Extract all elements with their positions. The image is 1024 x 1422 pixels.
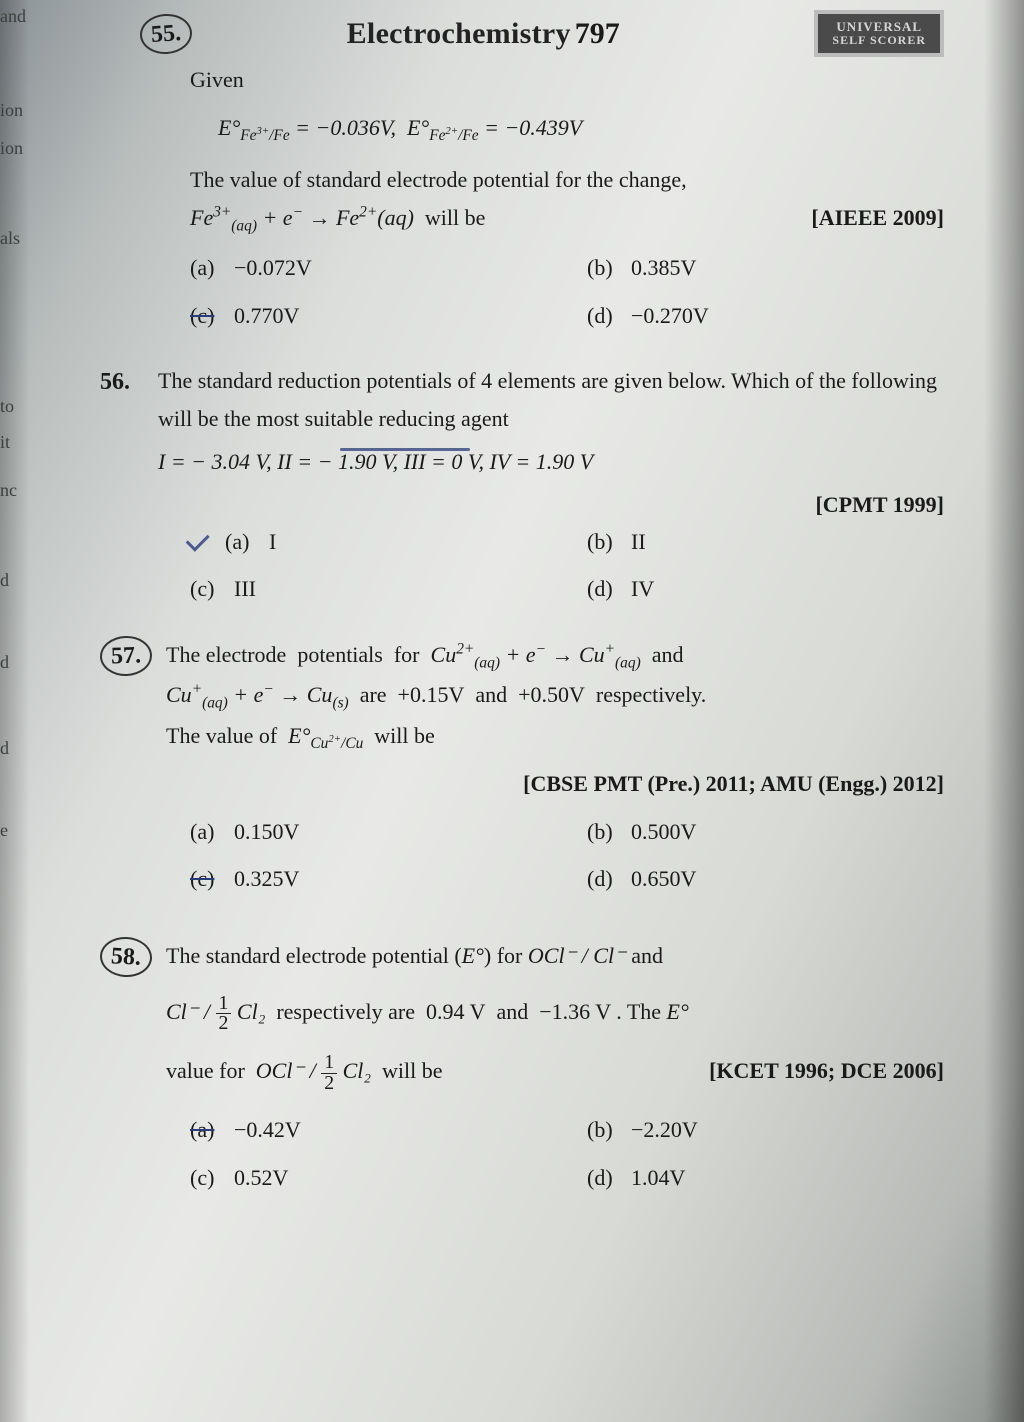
q56-opt-d: (d)IV [587, 570, 944, 607]
q57-stem-a: The electrode potentials for Cu2+(aq) + … [166, 636, 944, 677]
q58-stem-c: value for OCl⁻ / 12 Cl₂ will be [KCET 19… [166, 1052, 944, 1093]
q55-lead: Given [190, 61, 944, 98]
q57-opt-d: (d)0.650V [587, 860, 944, 897]
q57-opt-b: (b)0.500V [587, 813, 944, 850]
pen-underline [340, 448, 470, 451]
q58-opt-a: (a)−0.42V [190, 1111, 547, 1148]
margin-word: als [0, 228, 20, 249]
q57-options: (a)0.150V (b)0.500V (c)0.325V (d)0.650V [190, 813, 944, 898]
q58-stem-b: Cl⁻ / 12 Cl₂ respectively are 0.94 V and… [166, 993, 944, 1034]
q57-number: 57. [99, 635, 152, 677]
q55-stem-a: The value of standard electrode potentia… [190, 161, 944, 198]
q55-opt-d: (d)−0.270V [587, 297, 944, 334]
q56-opt-a: (a)I [190, 523, 547, 560]
q56-stem: The standard reduction potentials of 4 e… [158, 368, 937, 430]
margin-word: e [0, 820, 8, 841]
question-56: 56. The standard reduction potentials of… [190, 362, 944, 607]
q57-opt-c: (c)0.325V [190, 860, 547, 897]
q58-opt-b: (b)−2.20V [587, 1111, 944, 1148]
q56-opt-b: (b)II [587, 523, 944, 560]
series-badge: UNIVERSAL SELF SCORER [814, 10, 944, 57]
margin-word: d [0, 738, 9, 759]
page-number: 797 [575, 17, 620, 50]
margin-word: to [0, 396, 14, 417]
q55-opt-a: (a)−0.072V [190, 249, 547, 286]
q55-source-tag: [AIEEE 2009] [811, 199, 944, 236]
q58-number: 58. [99, 936, 153, 979]
page-body: 55. Electrochemistry 797 UNIVERSAL SELF … [40, 0, 1004, 1422]
q55-equation: E°Fe3+/Fe = −0.036V, E°Fe2+/Fe = −0.439V [218, 109, 944, 150]
q56-opt-c: (c)III [190, 570, 547, 607]
q57-stem-c: The value of E°Cu2+/Cu will be [166, 717, 944, 758]
q56-options: (a)I (b)II (c)III (d)IV [190, 523, 944, 608]
q55-opt-b: (b)0.385V [587, 249, 944, 286]
badge-line1: UNIVERSAL [832, 20, 926, 34]
q56-number: 56. [100, 362, 144, 403]
q57-opt-a: (a)0.150V [190, 813, 547, 850]
q56-source-tag: [CPMT 1999] [815, 486, 944, 523]
question-55: Given E°Fe3+/Fe = −0.036V, E°Fe2+/Fe = −… [190, 61, 944, 334]
margin-word: ion [0, 100, 23, 121]
margin-word: d [0, 652, 9, 673]
chapter-title: Electrochemistry [347, 17, 571, 50]
margin-word: nc [0, 480, 17, 501]
margin-word: d [0, 570, 9, 591]
margin-word: ion [0, 138, 23, 159]
question-58: 58. The standard electrode potential (E°… [190, 937, 944, 1196]
q55-stem-b: Fe3+(aq) + e− → Fe2+(aq) will be [AIEEE … [190, 199, 944, 240]
q56-values: I = − 3.04 V, II = − 1.90 V, III = 0 V, … [158, 443, 944, 480]
margin-word: and [0, 6, 26, 27]
q57-source-tag: [CBSE PMT (Pre.) 2011; AMU (Engg.) 2012] [523, 765, 944, 802]
q58-source-tag: [KCET 1996; DCE 2006] [709, 1052, 944, 1089]
q58-options: (a)−0.42V (b)−2.20V (c)0.52V (d)1.04V [190, 1111, 944, 1196]
badge-line2: SELF SCORER [832, 34, 926, 47]
margin-word: it [0, 432, 10, 453]
question-57: 57. The electrode potentials for Cu2+(aq… [190, 636, 944, 898]
page-header: 55. Electrochemistry 797 UNIVERSAL SELF … [140, 10, 944, 57]
q55-opt-c: (c)0.770V [190, 297, 547, 334]
q55-options: (a)−0.072V (b)0.385V (c)0.770V (d)−0.270… [190, 249, 944, 334]
q58-opt-d: (d)1.04V [587, 1159, 944, 1196]
q58-stem-a: The standard electrode potential (E°) fo… [166, 937, 944, 974]
q57-stem-b: Cu+(aq) + e− → Cu(s) are +0.15V and +0.5… [166, 676, 944, 717]
q58-opt-c: (c)0.52V [190, 1159, 547, 1196]
